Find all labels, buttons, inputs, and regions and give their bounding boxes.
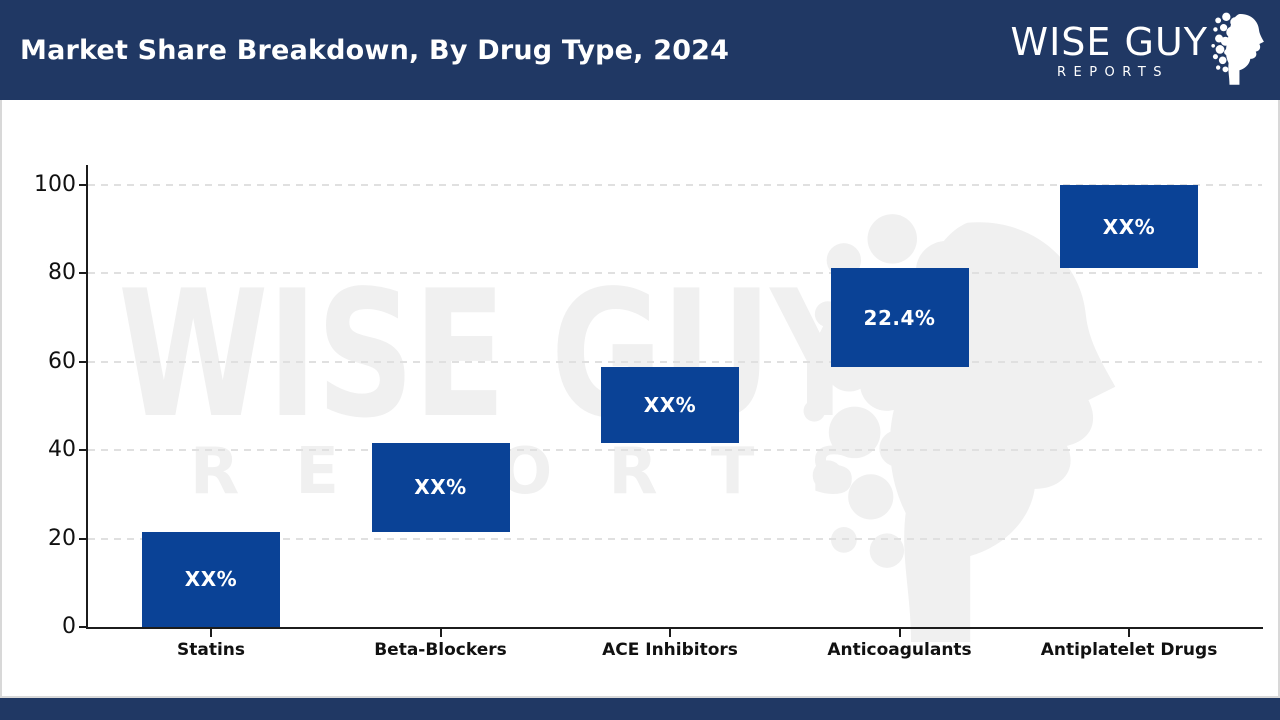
y-axis-tick [79, 449, 87, 452]
bar-value-label: XX% [414, 475, 467, 500]
bar-segment: XX% [601, 367, 739, 444]
y-axis-tick [79, 537, 87, 540]
x-axis-tick [210, 629, 212, 637]
bar-value-label: 22.4% [863, 305, 936, 330]
y-gridline-80 [88, 272, 1262, 275]
x-axis-line [86, 627, 1263, 629]
left-border [0, 100, 2, 698]
x-axis-tick [439, 629, 442, 637]
bar-segment: XX% [1060, 185, 1198, 269]
right-border [1278, 100, 1280, 698]
y-gridline-100 [88, 184, 1262, 186]
logo-head-icon [1211, 12, 1264, 85]
y-axis-tick [79, 360, 87, 363]
x-axis-tick [669, 629, 671, 637]
x-category-label: Beta-Blockers [374, 640, 507, 660]
y-axis-tick [79, 626, 87, 628]
y-axis-tick-label: 20 [48, 525, 76, 551]
x-axis-tick [898, 629, 901, 637]
y-axis-tick-label: 40 [48, 437, 76, 463]
y-axis-tick-label: 0 [62, 614, 76, 639]
logo-wordmark: WISE GUY [1010, 20, 1208, 64]
x-axis-tick [1128, 629, 1130, 637]
brand-logo: WISE GUY REPORTS [1011, 10, 1268, 85]
logo-text: WISE GUY REPORTS [1011, 23, 1208, 80]
x-category-label: ACE Inhibitors [602, 640, 738, 660]
header-bar: Market Share Breakdown, By Drug Type, 20… [0, 0, 1280, 100]
x-category-label: Statins [176, 640, 246, 660]
bottom-border [0, 696, 1280, 698]
bar-segment: 22.4% [830, 268, 969, 368]
y-axis-tick [79, 272, 87, 275]
bar-segment: XX% [371, 443, 510, 532]
x-category-label: Antiplatelet Drugs [1040, 640, 1218, 660]
y-gridline-20 [88, 537, 1262, 540]
bar-segment: XX% [142, 531, 280, 627]
y-axis-tick-label: 60 [48, 348, 76, 374]
y-axis-tick-label: 80 [48, 260, 76, 286]
y-axis-tick-label: 100 [34, 172, 76, 197]
y-gridline-60 [88, 360, 1262, 363]
logo-subtitle: REPORTS [1056, 65, 1170, 80]
y-axis-tick [79, 184, 87, 186]
bar-value-label: XX% [1102, 214, 1156, 239]
chart-title: Market Share Breakdown, By Drug Type, 20… [20, 34, 730, 66]
y-axis-line [86, 165, 88, 629]
footer-bar [0, 698, 1280, 720]
bar-value-label: XX% [643, 393, 697, 418]
x-category-label: Anticoagulants [827, 640, 972, 660]
y-gridline-40 [88, 449, 1262, 452]
bar-value-label: XX% [184, 567, 238, 592]
